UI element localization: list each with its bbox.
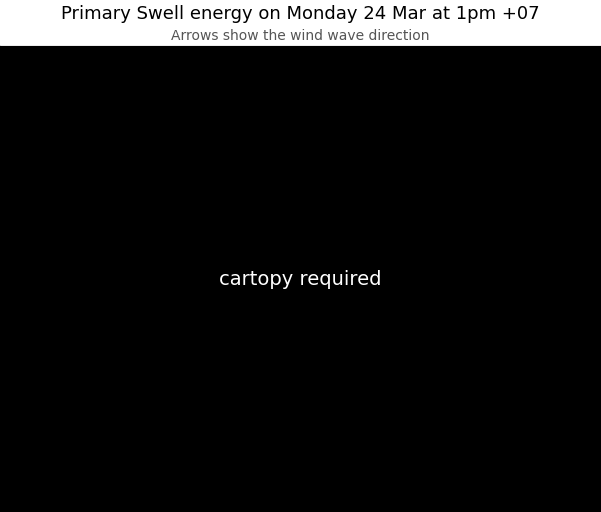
Text: Primary Swell energy on Monday 24 Mar at 1pm +07: Primary Swell energy on Monday 24 Mar at… (61, 5, 540, 23)
Text: cartopy required: cartopy required (219, 269, 382, 289)
Text: Arrows show the wind wave direction: Arrows show the wind wave direction (171, 29, 430, 43)
